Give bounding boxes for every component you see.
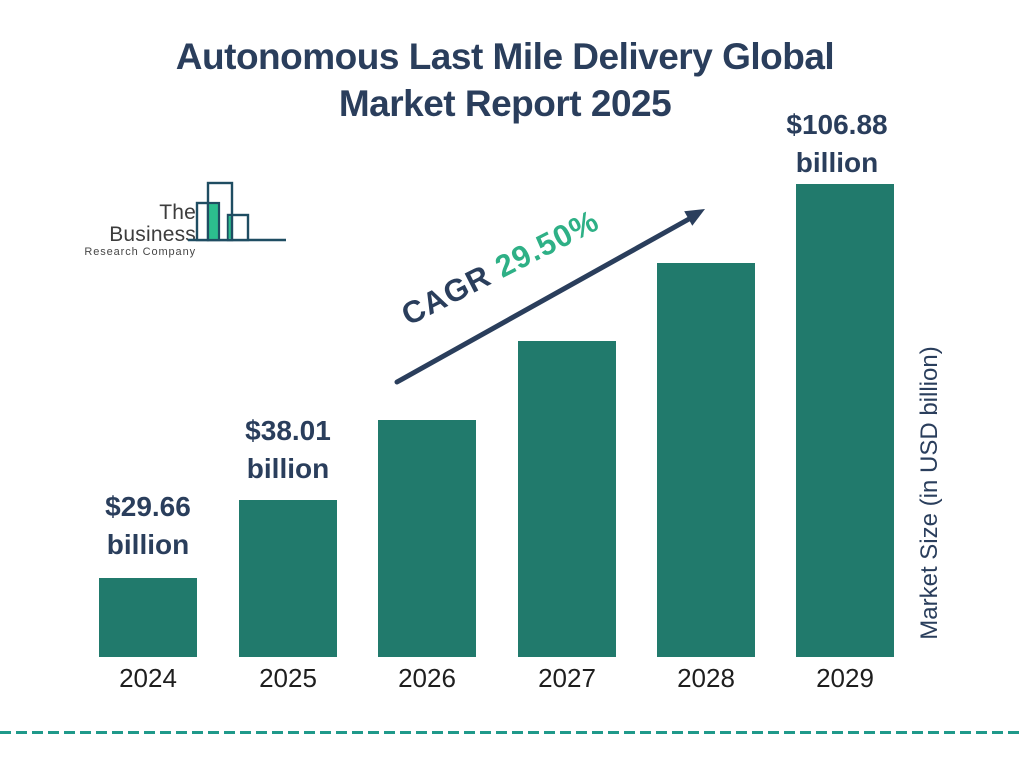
logo-bar-chart-icon: [188, 181, 286, 242]
y-axis-label: Market Size (in USD billion): [916, 346, 943, 640]
value-label-2024: $29.66 billion: [58, 488, 238, 564]
x-tick-2025: 2025: [259, 663, 317, 693]
value-amount: $38.01: [245, 415, 331, 446]
value-unit: billion: [106, 529, 190, 560]
bar-2027: [518, 341, 616, 657]
page-title-line2: Market Report 2025: [338, 83, 672, 124]
value-amount: $29.66: [105, 491, 191, 522]
value-unit: billion: [246, 453, 330, 484]
value-unit: billion: [795, 147, 879, 178]
x-tick-2027: 2027: [538, 663, 596, 693]
company-logo-name: The Business: [109, 201, 196, 246]
bar-2026: [378, 420, 476, 657]
company-logo-subtitle: Research Company: [84, 246, 196, 258]
page-title-line1: Autonomous Last Mile Delivery Global: [175, 36, 835, 77]
company-logo-text: The Business Research Company: [70, 202, 196, 259]
x-tick-2028: 2028: [677, 663, 735, 693]
bar-2028: [657, 263, 755, 657]
page-title: Autonomous Last Mile Delivery Global Mar…: [0, 33, 1010, 127]
bar-2029: [796, 184, 894, 657]
x-tick-2024: 2024: [119, 663, 177, 693]
value-label-2025: $38.01 billion: [198, 412, 378, 488]
bar-2024: [99, 578, 197, 657]
value-amount: $106.88: [786, 109, 888, 140]
bar-2025: [239, 500, 337, 657]
value-label-2029: $106.88 billion: [747, 106, 927, 182]
bottom-divider: [0, 731, 1024, 734]
x-tick-2026: 2026: [398, 663, 456, 693]
x-tick-2029: 2029: [816, 663, 874, 693]
